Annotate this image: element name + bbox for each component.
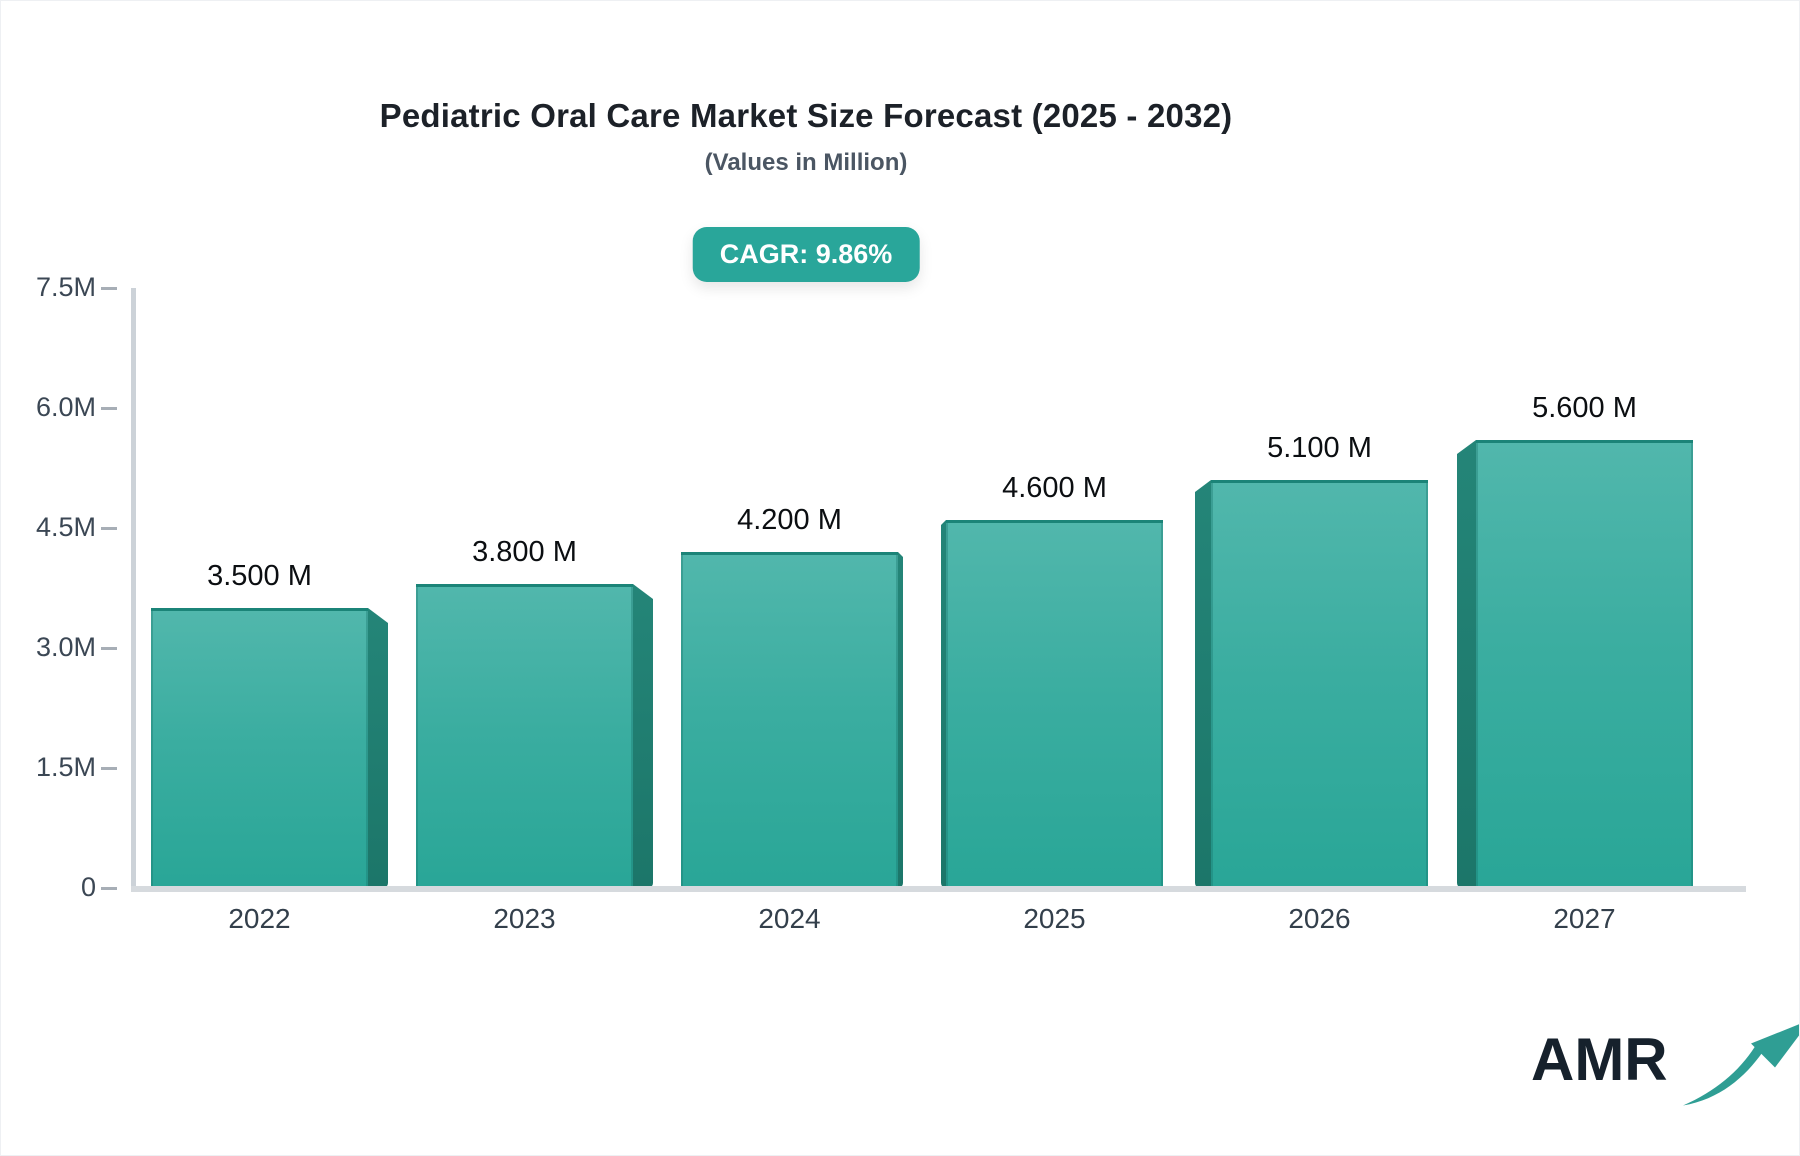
year-label: 2022 xyxy=(228,903,291,934)
amr-logo-text: AMR xyxy=(1531,1026,1668,1093)
bar-side xyxy=(941,520,946,888)
chart-subtitle: (Values in Million) xyxy=(704,149,908,176)
chart-title: Pediatric Oral Care Market Size Forecast… xyxy=(379,97,1233,134)
year-label: 2025 xyxy=(1023,903,1086,934)
tick-label: 6.0M xyxy=(35,392,96,422)
bar-face xyxy=(681,552,898,888)
tick-mark xyxy=(101,527,117,530)
tick-label: 4.5M xyxy=(35,512,96,542)
tick-mark xyxy=(101,767,117,770)
value-label: 5.100 M xyxy=(1267,432,1372,464)
value-label: 3.500 M xyxy=(207,560,312,592)
bar-face xyxy=(1211,480,1428,888)
bar-face xyxy=(151,608,368,888)
bar-side xyxy=(368,608,388,888)
bar-face xyxy=(1476,440,1693,888)
value-label: 5.600 M xyxy=(1532,392,1637,424)
tick-mark xyxy=(101,407,117,410)
growth-arrow-icon xyxy=(1683,1024,1799,1106)
bar-face xyxy=(416,584,633,888)
cagr-badge: CAGR: 9.86% xyxy=(692,227,920,282)
tick-mark xyxy=(101,887,117,890)
tick-mark xyxy=(101,287,117,290)
value-label: 3.800 M xyxy=(472,536,577,568)
tick-label: 1.5M xyxy=(35,752,96,782)
value-label: 4.600 M xyxy=(1002,472,1107,504)
tick-mark xyxy=(101,647,117,650)
bar-side xyxy=(1457,440,1476,888)
value-label: 4.200 M xyxy=(737,504,842,536)
tick-label: 0 xyxy=(80,872,96,902)
bar-side xyxy=(898,552,903,888)
tick-label: 7.5M xyxy=(35,272,96,302)
x-axis-line xyxy=(131,886,1746,892)
bar-face xyxy=(946,520,1163,888)
year-label: 2023 xyxy=(493,903,556,934)
bar-side xyxy=(633,584,653,888)
year-label: 2024 xyxy=(758,903,821,934)
year-label: 2027 xyxy=(1553,903,1616,934)
bar-side xyxy=(1195,480,1211,888)
amr-logo: AMR xyxy=(1521,1011,1799,1121)
year-label: 2026 xyxy=(1288,903,1351,934)
y-axis-line xyxy=(131,288,136,892)
tick-label: 3.0M xyxy=(35,632,96,662)
